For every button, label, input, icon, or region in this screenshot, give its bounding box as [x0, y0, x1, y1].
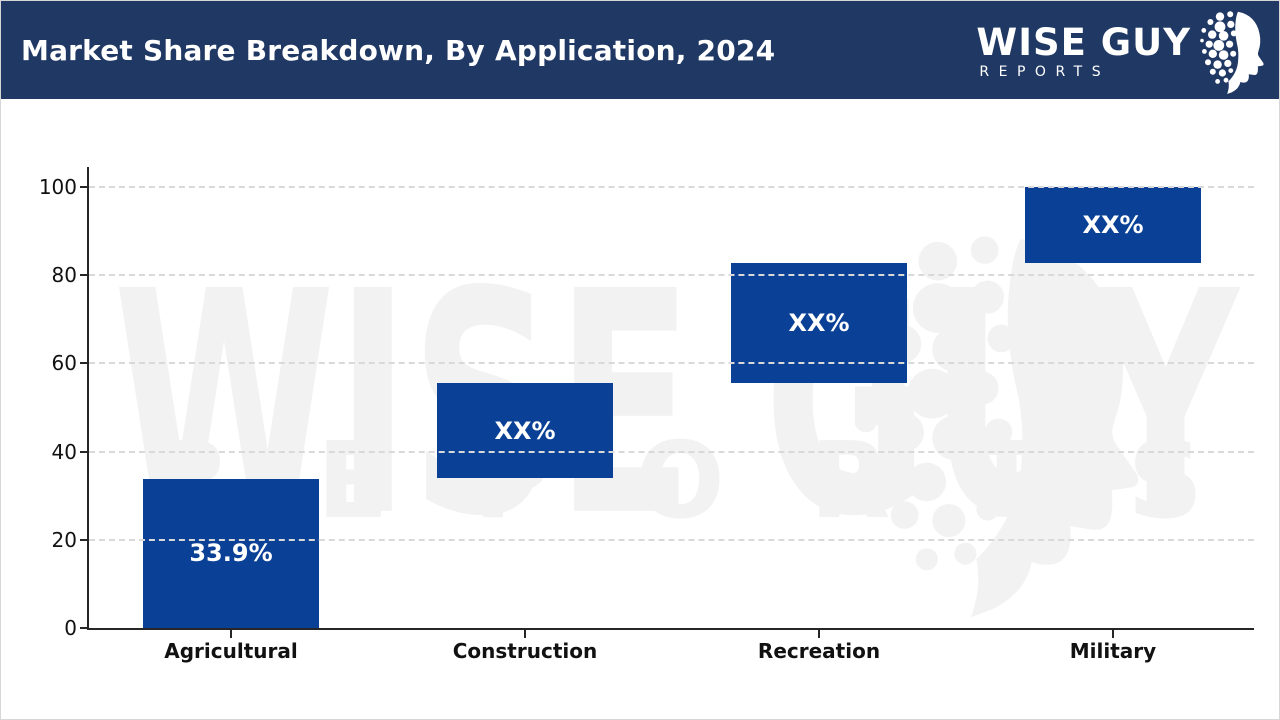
x-axis-category-label: Agricultural	[164, 639, 298, 663]
x-axis-category-label: Military	[1069, 639, 1157, 663]
logo-subtitle: REPORTS	[979, 64, 1111, 81]
x-tick-mark	[818, 630, 820, 638]
y-tick-label: 40	[51, 439, 77, 464]
page-title: Market Share Breakdown, By Application, …	[21, 33, 776, 67]
gridline-20	[89, 538, 1254, 541]
gridline-100	[89, 186, 1254, 188]
y-tick-label: 100	[38, 175, 77, 199]
logo-text: WISE GUY REPORTS	[976, 20, 1191, 81]
gridline-60	[89, 362, 1254, 365]
header-bar: Market Share Breakdown, By Application, …	[1, 1, 1279, 99]
x-axis-line	[87, 628, 1254, 630]
wise-guy-reports-logo: WISE GUY REPORTS	[976, 7, 1269, 97]
bar-military: XX%	[1025, 187, 1201, 264]
gridline-80	[89, 274, 1254, 277]
x-tick-mark	[1112, 630, 1114, 638]
bar-value-label: XX%	[788, 309, 850, 338]
x-tick-mark	[230, 630, 232, 638]
y-tick-mark	[80, 538, 89, 541]
bar-value-label: 33.9%	[189, 539, 273, 568]
bar-value-label: XX%	[494, 416, 556, 445]
y-tick-mark	[80, 186, 89, 188]
y-tick-label: 0	[64, 616, 77, 640]
x-axis-category-label: Construction	[452, 639, 598, 663]
logo-head-icon	[1200, 11, 1264, 95]
x-tick-mark	[524, 630, 526, 638]
bar-construction: XX%	[437, 383, 613, 479]
bar-agricultural: 33.9%	[143, 478, 319, 628]
x-axis-category-label: Recreation	[757, 639, 881, 663]
y-tick-mark	[80, 274, 89, 277]
logo-wordmark: WISE GUY	[976, 20, 1191, 64]
y-tick-mark	[80, 362, 89, 365]
y-tick-label: 60	[51, 351, 77, 376]
y-tick-mark	[80, 627, 89, 629]
y-tick-mark	[80, 450, 89, 453]
bar-value-label: XX%	[1082, 211, 1144, 240]
y-tick-label: 20	[51, 527, 77, 552]
y-tick-label: 80	[51, 263, 77, 288]
y-axis-line	[87, 167, 89, 630]
bar-recreation: XX%	[731, 263, 907, 384]
gridline-40	[89, 450, 1254, 453]
